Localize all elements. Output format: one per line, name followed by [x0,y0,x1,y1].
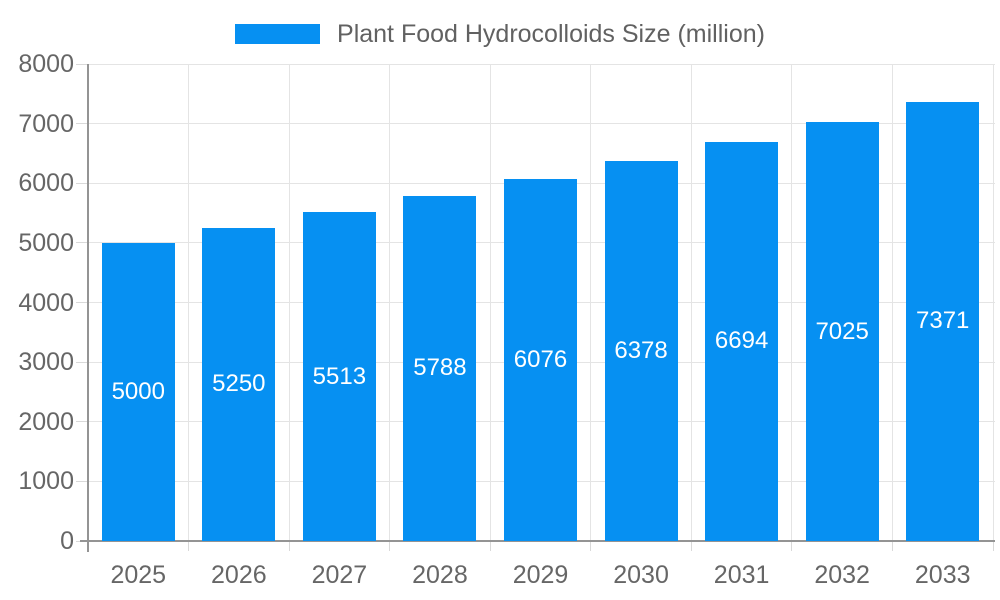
y-axis-tick-label: 4000 [18,288,74,317]
y-axis-tick [76,480,88,482]
y-axis-tick [76,123,88,125]
gridline-vertical [489,64,491,541]
x-axis-tick [489,541,491,551]
x-axis-tick-label: 2028 [412,561,468,589]
gridline-vertical [188,64,190,541]
bar [202,227,276,541]
y-axis-tick-label: 6000 [18,169,74,198]
y-axis-tick-label: 8000 [18,50,74,78]
gridline-vertical [288,64,290,541]
y-axis-tick [76,63,88,65]
x-axis-tick-label: 2026 [211,561,267,589]
y-axis-tick-label: 2000 [18,407,74,436]
y-axis-tick [76,302,88,303]
bar [403,195,477,541]
bar-value-label: 6076 [513,345,568,373]
y-axis-line [87,64,89,552]
x-axis-tick [992,541,994,551]
bar [101,242,175,541]
bar [302,212,376,541]
x-axis-tick-label: 2032 [814,561,870,589]
gridline-vertical [992,64,994,541]
x-axis-tick-label: 2029 [512,561,569,589]
y-axis-tick-label: 1000 [18,467,74,496]
x-axis-tick [590,541,592,551]
gridline-vertical [891,64,893,541]
bar-value-label: 6378 [614,336,668,364]
x-axis-tick [690,541,692,551]
gridline-vertical [791,64,793,541]
bar-value-label: 5250 [212,370,266,398]
bar [604,160,678,541]
gridline-vertical [590,64,592,541]
x-axis-tick-label: 2025 [110,561,167,589]
gridline-horizontal [88,63,995,65]
x-axis-tick-label: 2030 [613,561,669,589]
y-axis-tick-label: 3000 [18,348,74,377]
bar-value-label: 5788 [413,354,467,382]
x-axis-tick [188,541,190,551]
gridline-horizontal [88,123,995,125]
x-axis-tick [389,541,391,551]
gridline-vertical [690,64,692,541]
y-axis-tick [76,242,88,244]
bar [705,141,779,541]
bar-value-label: 7025 [815,317,869,345]
y-axis-tick-label: 5000 [18,228,74,257]
x-axis-line [80,540,995,542]
x-axis-tick [891,541,893,551]
y-axis-tick-label: 0 [60,527,74,555]
bar-value-label: 5513 [312,362,367,390]
legend: Plant Food Hydrocolloids Size (million) [0,20,1000,48]
legend-label: Plant Food Hydrocolloids Size (million) [337,19,765,48]
bar [906,101,980,541]
bar-value-label: 5000 [111,377,165,405]
y-axis-tick [76,361,88,363]
x-axis-tick-label: 2027 [311,561,368,589]
legend-swatch [235,24,321,44]
bar [504,178,577,541]
bar-value-label: 6694 [714,327,769,355]
x-axis-tick [791,541,793,551]
gridline-vertical [389,64,391,541]
y-axis-tick [76,182,88,184]
x-axis-tick-label: 2031 [713,561,770,589]
bar-value-label: 7371 [916,307,970,335]
y-axis-tick-label: 7000 [18,109,74,138]
y-axis-tick [76,421,88,423]
x-axis-tick-label: 2033 [914,561,971,589]
bar [805,122,879,541]
x-axis-tick [288,541,290,551]
